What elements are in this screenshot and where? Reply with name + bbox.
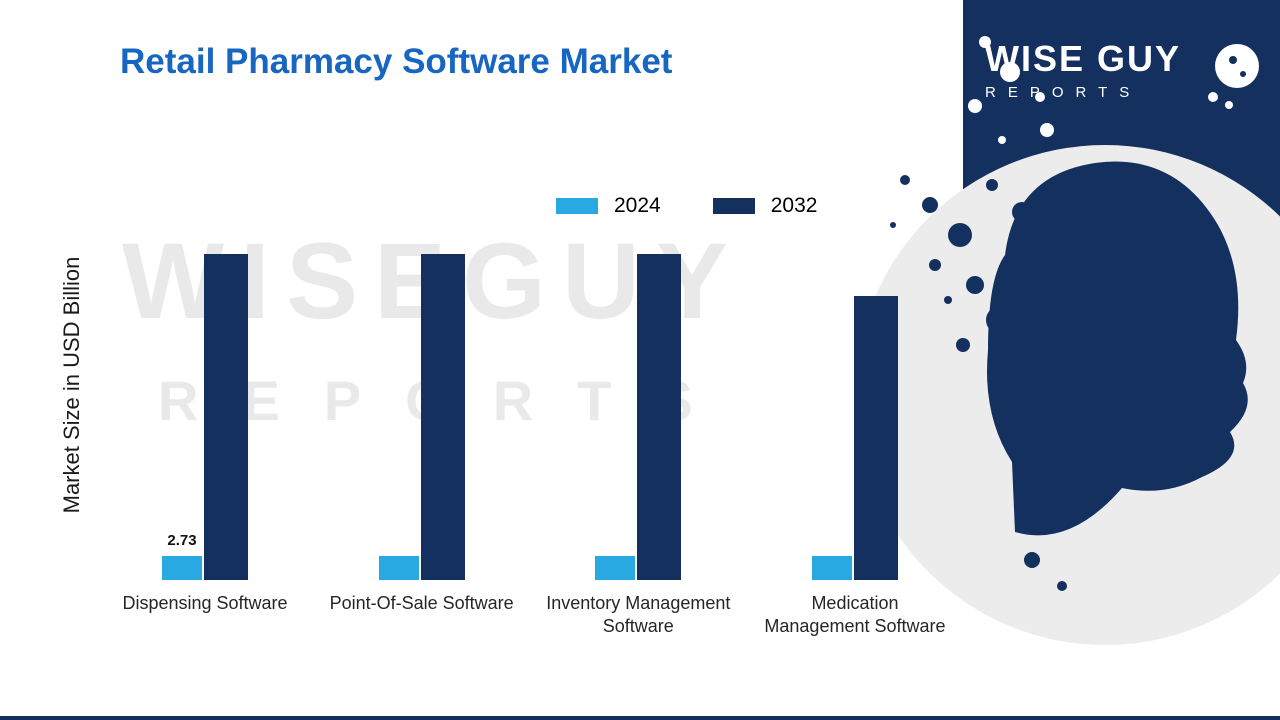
head-silhouette (987, 161, 1248, 536)
legend-swatch-2024 (556, 198, 598, 214)
bars (811, 230, 898, 580)
page-title: Retail Pharmacy Software Market (120, 42, 673, 81)
white-dot-cluster (968, 36, 1054, 144)
brand-logo-line2: REPORTS (985, 84, 1142, 101)
legend-label-2024: 2024 (614, 194, 661, 217)
category-label: Dispensing Software (122, 593, 288, 613)
legend: 2024 2032 (556, 194, 817, 218)
bars (378, 230, 465, 580)
bar-group: Inventory Management Software (543, 230, 733, 637)
bars: 2.73 (162, 230, 248, 580)
bar-2032-2 (420, 254, 465, 580)
bottom-bar (0, 716, 1280, 720)
bar-group: Medication Management Software (760, 230, 950, 637)
legend-label-2032: 2032 (770, 194, 818, 217)
bar-2024-3 (595, 556, 636, 580)
category-label: Inventory Management Software (546, 593, 731, 636)
bar-2024-2 (378, 556, 419, 580)
logo-head-icon (1208, 44, 1259, 109)
navy-dot-cluster (890, 175, 1067, 591)
bar-groups: 2.73 Dispensing Software Point-Of-Sale Sof… (110, 230, 950, 637)
bar-2032-3 (637, 254, 682, 580)
legend-entry-2024: 2024 (556, 194, 661, 218)
bar-2024-4 (811, 556, 852, 580)
category-label: Point-Of-Sale Software (329, 593, 514, 613)
bar-2024-1: 2.73 (162, 532, 202, 580)
bar-group: 2.73 Dispensing Software (110, 230, 300, 637)
y-axis-label: Market Size in USD Billion (59, 256, 84, 514)
bar-chart: 2.73 Dispensing Software Point-Of-Sale Sof… (110, 230, 950, 637)
brand-logo: WISE GUY REPORTS (985, 38, 1181, 101)
category-label: Medication Management Software (764, 593, 946, 636)
bar-2032-4 (853, 296, 898, 580)
legend-swatch-2032 (712, 198, 755, 214)
bar-group: Point-Of-Sale Software (327, 230, 517, 637)
bar-value-label: 2.73 (167, 532, 197, 549)
bar-2032-1 (204, 254, 248, 580)
bars (595, 230, 682, 580)
brand-logo-line1: WISE GUY (985, 38, 1182, 79)
legend-entry-2032: 2032 (712, 194, 818, 218)
